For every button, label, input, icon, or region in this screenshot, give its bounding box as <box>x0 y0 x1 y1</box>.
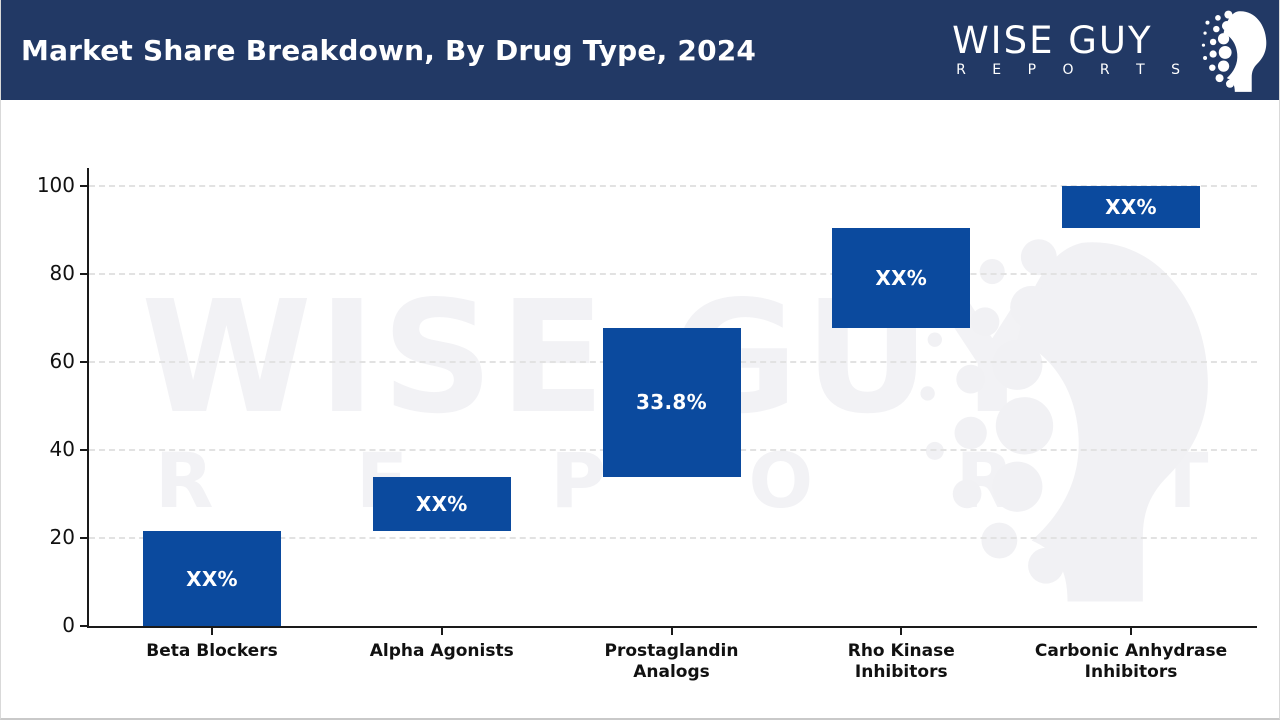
y-tick-mark <box>80 361 89 363</box>
y-axis-line <box>87 168 89 628</box>
bar-segment: XX% <box>143 531 281 626</box>
y-tick-label: 100 <box>36 173 75 197</box>
bar-value-label: XX% <box>415 492 468 517</box>
bar-value-label: XX% <box>875 266 928 291</box>
bar-value-label: XX% <box>1105 195 1157 220</box>
bar-segment: 33.8% <box>602 328 741 477</box>
logo-head-icon <box>1201 10 1267 92</box>
category-label: Beta Blockers <box>146 641 278 661</box>
y-tick-mark <box>80 537 89 539</box>
x-tick-mark <box>900 628 903 635</box>
category-label: Prostaglandin Analogs <box>604 641 739 683</box>
category-label: Alpha Agonists <box>369 641 514 661</box>
y-tick-label: 0 <box>62 613 75 637</box>
x-tick-mark <box>1130 628 1132 635</box>
x-axis-line <box>87 626 1257 628</box>
y-gridline <box>89 185 1257 187</box>
bar-value-label: XX% <box>186 566 238 591</box>
logo-subtext: R E P O R T S <box>956 62 1191 78</box>
bar-segment: XX% <box>372 476 511 532</box>
y-gridline <box>89 273 1257 275</box>
bar-value-label: 33.8% <box>636 390 707 415</box>
y-tick-label: 60 <box>49 349 75 373</box>
logo-wordmark: WISE GUY <box>952 19 1153 62</box>
y-tick-mark <box>80 449 89 451</box>
x-tick-mark <box>211 628 213 635</box>
category-label: Carbonic Anhydrase Inhibitors <box>1034 641 1228 683</box>
header: Market Share Breakdown, By Drug Type, 20… <box>1 0 1279 100</box>
chart-area: WISE GUY R E P O R T S 020406080100XX%Be… <box>1 100 1279 718</box>
bar-segment: XX% <box>1062 186 1200 229</box>
y-tick-label: 20 <box>49 525 75 549</box>
y-tick-label: 40 <box>49 437 75 461</box>
y-tick-label: 80 <box>49 261 75 285</box>
y-gridline <box>89 537 1257 539</box>
logo-text: WISE GUY R E P O R T S <box>952 22 1191 78</box>
bar-segment: XX% <box>832 228 971 329</box>
chart-title: Market Share Breakdown, By Drug Type, 20… <box>21 33 757 67</box>
y-tick-mark <box>80 185 89 187</box>
wise-guy-reports-logo: WISE GUY R E P O R T S <box>952 8 1279 92</box>
y-tick-mark <box>80 273 89 275</box>
x-tick-mark <box>440 628 443 635</box>
y-tick-mark <box>80 625 89 627</box>
x-tick-mark <box>670 628 673 635</box>
category-label: Rho Kinase Inhibitors <box>847 641 955 683</box>
plot: 0 20 40 60 80 100 XX% Beta Blockers XX% Alpha Ago… <box>1 100 1279 718</box>
